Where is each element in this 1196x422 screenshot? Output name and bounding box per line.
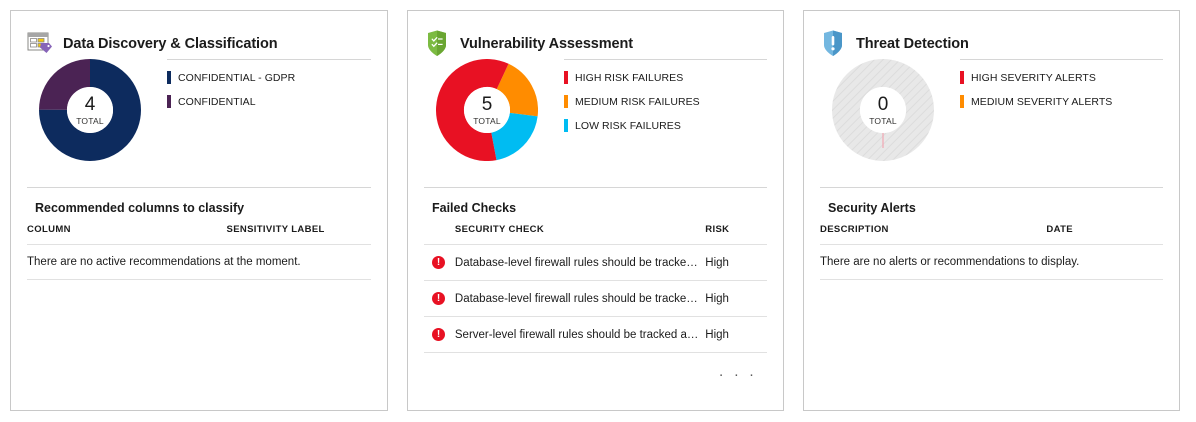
divider <box>424 187 767 188</box>
more-items-ellipsis[interactable]: · · · <box>718 366 757 383</box>
recommended-columns-table: COLUMN SENSITIVITY LABEL There are no ac… <box>27 224 371 280</box>
empty-state-message: There are no active recommendations at t… <box>27 244 371 280</box>
column-header-icon <box>424 224 455 245</box>
failed-checks-table: SECURITY CHECK RISK ! Database-level fir… <box>424 224 767 353</box>
column-header-description[interactable]: DESCRIPTION <box>820 224 1047 245</box>
legend-swatch-icon <box>167 71 171 84</box>
legend-item[interactable]: LOW RISK FAILURES <box>564 115 767 136</box>
risk-cell: High <box>705 280 767 317</box>
divider <box>27 187 371 188</box>
row-status-cell: ! <box>424 280 455 317</box>
error-icon: ! <box>432 292 445 305</box>
section-title: Recommended columns to classify <box>35 201 245 215</box>
risk-cell: High <box>705 316 767 353</box>
section-title: Security Alerts <box>828 201 916 215</box>
legend-swatch-icon <box>564 119 568 132</box>
column-header-sensitivity-label[interactable]: SENSITIVITY LABEL <box>226 224 371 245</box>
column-header-security-check[interactable]: SECURITY CHECK <box>454 224 706 245</box>
card-vulnerability-assessment[interactable]: Vulnerability Assessment 5 TOTAL <box>407 10 784 411</box>
security-check-cell: Database-level firewall rules should be … <box>454 244 706 281</box>
legend-label: MEDIUM RISK FAILURES <box>575 95 700 108</box>
legend-swatch-icon <box>564 71 568 84</box>
legend-item[interactable]: MEDIUM SEVERITY ALERTS <box>960 91 1163 112</box>
legend-item[interactable]: CONFIDENTIAL <box>167 91 371 112</box>
row-status-cell: ! <box>424 244 455 281</box>
table-row[interactable]: ! Server-level firewall rules should be … <box>424 316 767 353</box>
donut-segment-low-risk <box>436 59 538 161</box>
security-check-cell: Database-level firewall rules should be … <box>454 280 706 317</box>
legend-swatch-icon <box>960 95 964 108</box>
card-data-discovery[interactable]: Data Discovery & Classification 4 TOTAL <box>10 10 388 411</box>
table-row: There are no active recommendations at t… <box>27 244 371 280</box>
table-row[interactable]: ! Database-level firewall rules should b… <box>424 244 767 281</box>
legend-swatch-icon <box>960 71 964 84</box>
divider <box>820 187 1163 188</box>
error-icon: ! <box>432 256 445 269</box>
donut-legend: HIGH RISK FAILURES MEDIUM RISK FAILURES … <box>564 59 767 136</box>
chart-row: 0 TOTAL HIGH SEVERITY ALERTS MEDIUM SEVE… <box>820 59 1163 177</box>
legend-label: HIGH RISK FAILURES <box>575 71 684 84</box>
table-tag-icon <box>27 32 52 53</box>
donut-chart[interactable]: 5 TOTAL <box>436 59 538 161</box>
column-header-date[interactable]: DATE <box>1046 224 1163 245</box>
table-header-row: DESCRIPTION DATE <box>820 224 1163 245</box>
card-title: Threat Detection <box>856 35 969 52</box>
row-status-cell: ! <box>424 316 455 353</box>
legend-item[interactable]: MEDIUM RISK FAILURES <box>564 91 767 112</box>
table-header-row: SECURITY CHECK RISK <box>424 224 767 245</box>
legend-item[interactable]: HIGH RISK FAILURES <box>564 67 767 88</box>
blue-shield-alert-icon <box>824 30 842 56</box>
legend-label: HIGH SEVERITY ALERTS <box>971 71 1096 84</box>
card-threat-detection[interactable]: Threat Detection 0 TOTAL <box>803 10 1180 411</box>
security-alerts-table: DESCRIPTION DATE There are no alerts or … <box>820 224 1163 280</box>
column-header-risk[interactable]: RISK <box>705 224 767 245</box>
risk-cell: High <box>705 244 767 281</box>
empty-state-message: There are no alerts or recommendations t… <box>820 244 1163 280</box>
green-shield-checklist-icon <box>428 30 446 56</box>
legend-item[interactable]: CONFIDENTIAL - GDPR <box>167 67 371 88</box>
card-title: Data Discovery & Classification <box>63 35 278 52</box>
legend-label: MEDIUM SEVERITY ALERTS <box>971 95 1113 108</box>
donut-chart[interactable]: 0 TOTAL <box>832 59 934 161</box>
table-row[interactable]: ! Database-level firewall rules should b… <box>424 280 767 317</box>
table-header-row: COLUMN SENSITIVITY LABEL <box>27 224 371 245</box>
donut-chart[interactable]: 4 TOTAL <box>39 59 141 161</box>
legend-swatch-icon <box>167 95 171 108</box>
card-header: Vulnerability Assessment <box>424 11 767 59</box>
legend-label: CONFIDENTIAL <box>178 95 256 108</box>
chart-row: 5 TOTAL HIGH RISK FAILURES MEDIUM RISK F… <box>424 59 767 177</box>
security-check-cell: Server-level firewall rules should be tr… <box>454 316 706 353</box>
table-row: There are no alerts or recommendations t… <box>820 244 1163 280</box>
chart-row: 4 TOTAL CONFIDENTIAL - GDPR CONFIDENTIAL <box>27 59 371 177</box>
legend-label: LOW RISK FAILURES <box>575 119 681 132</box>
donut-segment-confidential <box>39 59 141 161</box>
card-title: Vulnerability Assessment <box>460 35 634 52</box>
legend-label: CONFIDENTIAL - GDPR <box>178 71 296 84</box>
donut-legend: CONFIDENTIAL - GDPR CONFIDENTIAL <box>167 59 371 112</box>
error-icon: ! <box>432 328 445 341</box>
card-header: Threat Detection <box>820 11 1163 59</box>
section-title: Failed Checks <box>432 201 517 215</box>
legend-swatch-icon <box>564 95 568 108</box>
card-header: Data Discovery & Classification <box>27 11 371 59</box>
donut-legend: HIGH SEVERITY ALERTS MEDIUM SEVERITY ALE… <box>960 59 1163 112</box>
legend-item[interactable]: HIGH SEVERITY ALERTS <box>960 67 1163 88</box>
column-header-column[interactable]: COLUMN <box>27 224 227 245</box>
